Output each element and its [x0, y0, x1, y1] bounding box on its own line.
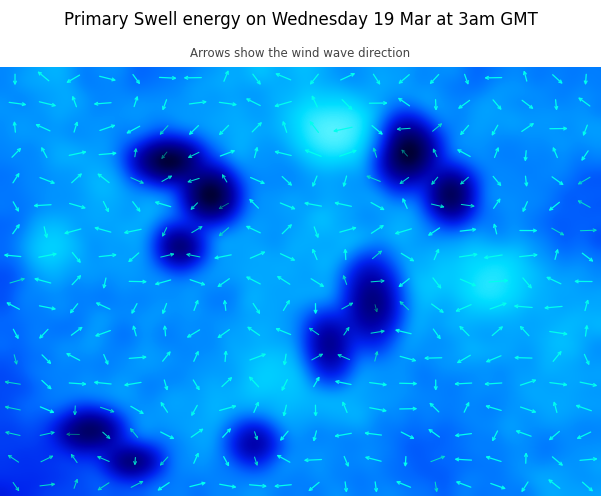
Text: Primary Swell energy on Wednesday 19 Mar at 3am GMT: Primary Swell energy on Wednesday 19 Mar… [64, 11, 537, 29]
Text: Arrows show the wind wave direction: Arrows show the wind wave direction [191, 47, 410, 60]
